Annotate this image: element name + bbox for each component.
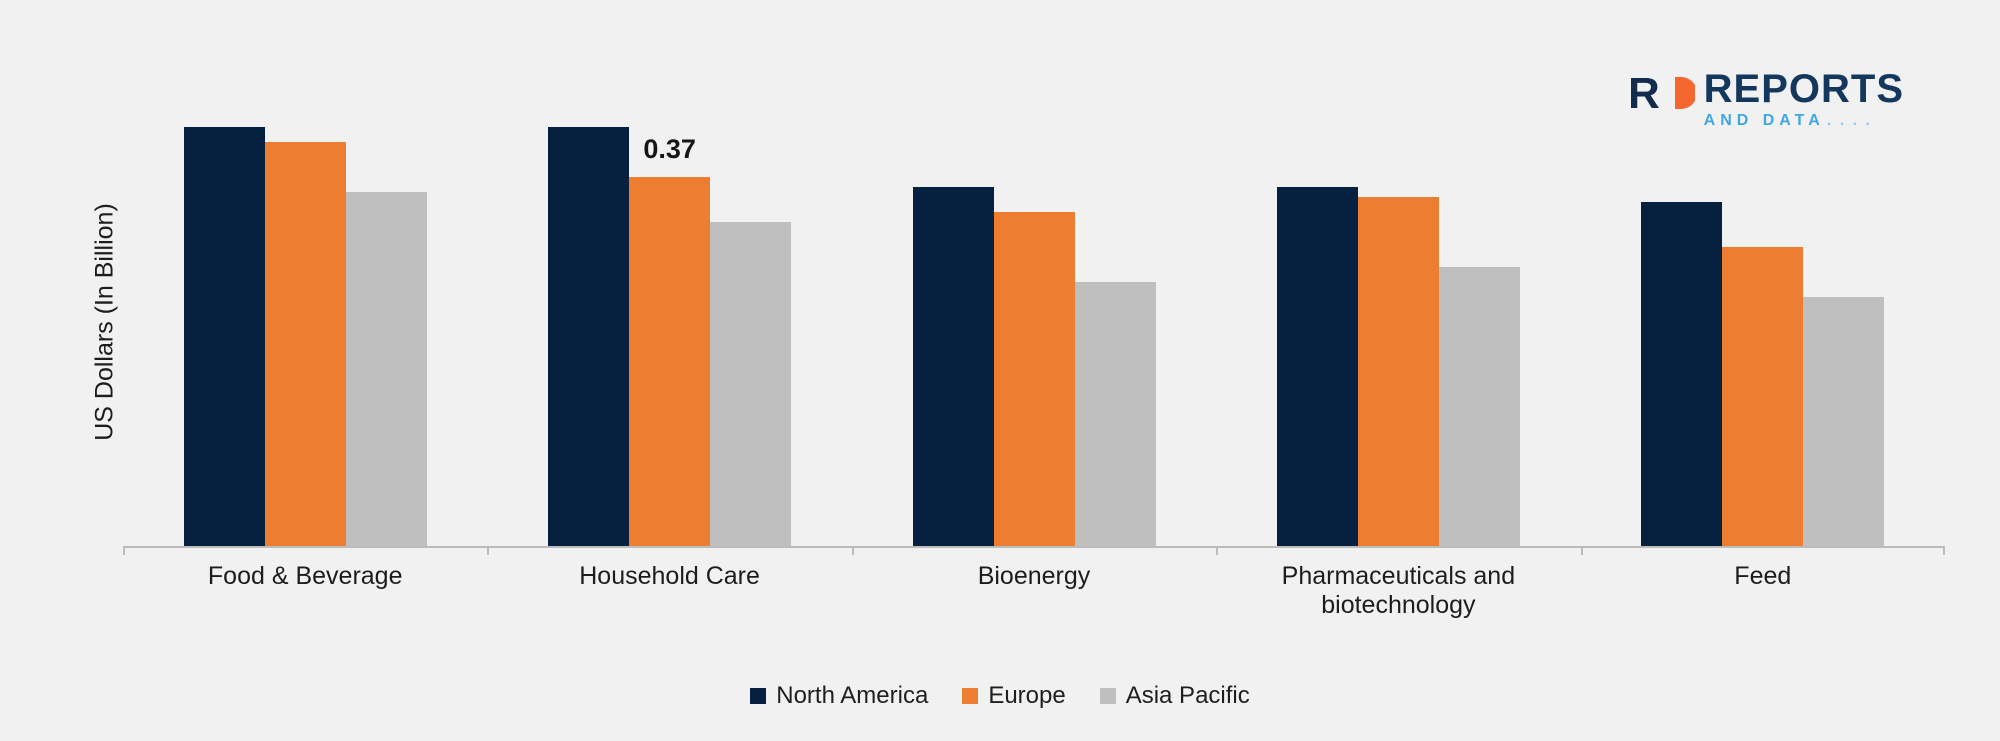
x-axis-tick <box>1216 546 1219 555</box>
x-axis-tick <box>123 546 125 555</box>
x-axis-tick <box>487 546 490 555</box>
legend-swatch-icon <box>750 688 767 704</box>
x-label-bioenergy: Bioenergy <box>977 562 1091 590</box>
logo-subtitle-row: AND DATA. . . . <box>1704 112 1904 130</box>
bar-europe-food-beverage <box>264 142 346 546</box>
legend-swatch-icon <box>1099 688 1116 704</box>
bar-asia-pacific-bioenergy <box>1074 281 1156 546</box>
x-axis-tick <box>851 546 854 555</box>
bar-asia-pacific-pharmaceuticals-and-biotechnology <box>1438 266 1520 546</box>
bar-asia-pacific-food-beverage <box>345 192 427 546</box>
bar-north-america-bioenergy <box>912 187 994 546</box>
x-label-pharmaceuticals-and-biotechnology: Pharmaceuticals and biotechnology <box>1281 562 1516 619</box>
bar-north-america-food-beverage <box>183 127 265 546</box>
x-label-food-beverage: Food & Beverage <box>207 562 403 590</box>
bar-asia-pacific-feed <box>1803 296 1885 546</box>
legend-label: Asia Pacific <box>1125 682 1250 709</box>
legend-swatch-icon <box>962 688 979 704</box>
plot-area: 0.37 <box>123 60 1945 555</box>
logo-dots: . . . . <box>1826 112 1872 129</box>
x-label-feed: Feed <box>1734 562 1792 590</box>
bar-europe-bioenergy <box>993 212 1075 546</box>
logo-subtitle: AND DATA <box>1703 112 1825 129</box>
legend-label: Europe <box>988 682 1066 709</box>
legend: North America Europe Asia Pacific <box>0 682 2000 710</box>
bar-europe-pharmaceuticals-and-biotechnology <box>1357 197 1439 546</box>
legend-label: North America <box>776 682 929 709</box>
x-axis-tick <box>1580 546 1583 555</box>
legend-item-asia-pacific: Asia Pacific <box>1099 682 1250 710</box>
brand-logo: R REPORTS AND DATA. . . . <box>1631 67 1904 130</box>
rd-monogram-icon: R <box>1631 74 1695 116</box>
bar-north-america-feed <box>1641 202 1723 546</box>
bar-asia-pacific-household-care <box>710 222 792 546</box>
legend-item-europe: Europe <box>962 682 1066 710</box>
logo-text: REPORTS AND DATA. . . . <box>1703 67 1904 130</box>
bar-europe-household-care <box>629 177 711 546</box>
bar-north-america-pharmaceuticals-and-biotechnology <box>1276 187 1358 546</box>
legend-item-north-america: North America <box>750 682 928 710</box>
x-axis-tick <box>1943 546 1945 555</box>
data-label-europe-household-care: 0.37 <box>643 134 696 165</box>
x-label-household-care: Household Care <box>579 562 760 590</box>
bar-europe-feed <box>1722 246 1804 546</box>
bar-north-america-household-care <box>548 127 630 546</box>
logo-title: REPORTS <box>1703 67 1904 111</box>
y-axis-title: US Dollars (In Billion) <box>90 203 119 441</box>
svg-text:R: R <box>1631 74 1660 116</box>
